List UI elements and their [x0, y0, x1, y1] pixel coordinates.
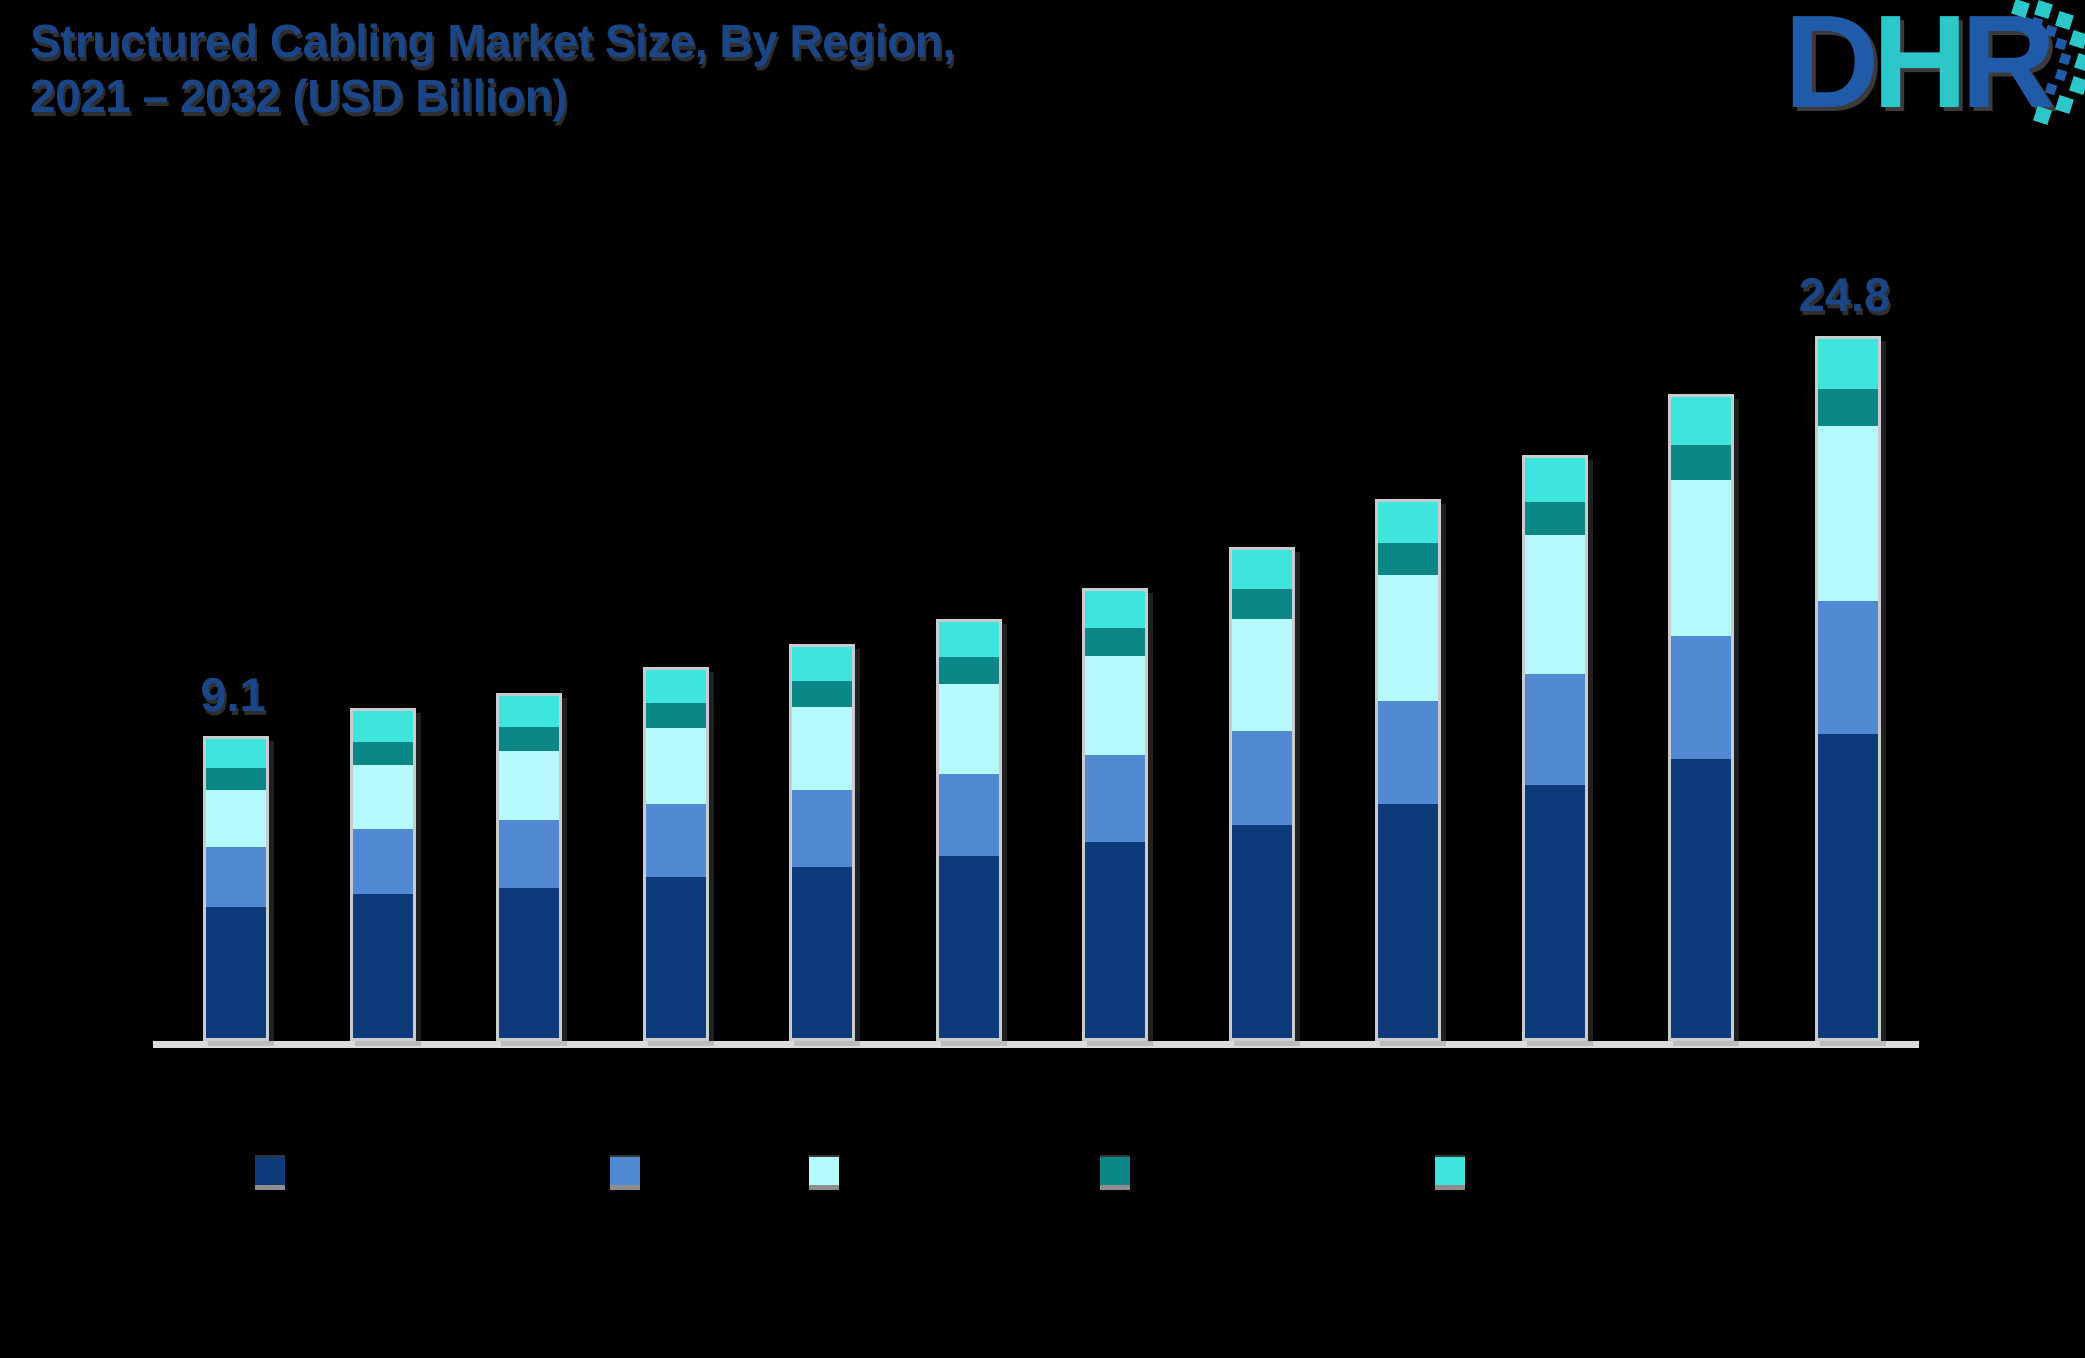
segment-turquoise-2023	[499, 695, 559, 727]
segment-dark-teal-2025	[792, 681, 852, 708]
segment-navy-blue-2030	[1524, 785, 1585, 1038]
segment-medium-blue-2028	[1231, 730, 1292, 825]
segment-turquoise-2031	[1671, 397, 1731, 445]
dhr-logo: DHR	[1784, 0, 2056, 128]
logo-letter-h: H	[1872, 0, 1967, 135]
segment-pale-cyan-2028	[1231, 619, 1292, 731]
segment-turquoise-2032	[1817, 338, 1878, 390]
segment-dark-teal-2026	[938, 656, 999, 684]
segment-dark-teal-2032	[1817, 389, 1878, 427]
segment-dark-teal-2028	[1231, 589, 1292, 620]
bar-2021: 9.1	[200, 668, 269, 1041]
segment-pale-cyan-2023	[499, 751, 559, 820]
legend-swatch-navy-blue	[255, 1157, 285, 1190]
segment-navy-blue-2026	[938, 855, 999, 1038]
segment-dark-teal-2022	[352, 741, 413, 766]
legend-swatch-medium-blue	[610, 1157, 640, 1190]
segment-medium-blue-2025	[792, 789, 852, 867]
logo-letter-d: D	[1784, 0, 1879, 135]
segment-medium-blue-2021	[206, 846, 266, 907]
segment-navy-blue-2022	[352, 894, 413, 1038]
segment-turquoise-2027	[1085, 591, 1145, 628]
segment-navy-blue-2027	[1085, 842, 1145, 1038]
segment-navy-blue-2028	[1231, 824, 1292, 1038]
segment-turquoise-2024	[645, 670, 706, 703]
segment-medium-blue-2030	[1524, 674, 1585, 786]
chart-title: Structured Cabling Market Size, By Regio…	[30, 14, 955, 124]
value-label-2021: 9.1	[200, 667, 266, 721]
segment-pale-cyan-2031	[1671, 479, 1731, 637]
segment-navy-blue-2029	[1378, 804, 1438, 1038]
legend-swatch-dark-teal	[1100, 1157, 1130, 1190]
bar-2030	[1521, 455, 1588, 1041]
segment-dark-teal-2024	[645, 702, 706, 728]
segment-turquoise-2028	[1231, 550, 1292, 590]
segment-medium-blue-2029	[1378, 700, 1438, 804]
segment-pale-cyan-2032	[1817, 426, 1878, 601]
bar-2032: 24.8	[1799, 268, 1890, 1041]
segment-turquoise-2025	[792, 647, 852, 682]
segment-pale-cyan-2027	[1085, 655, 1145, 756]
segment-pale-cyan-2021	[206, 789, 266, 847]
bar-2031	[1668, 394, 1734, 1041]
segment-navy-blue-2031	[1671, 758, 1731, 1038]
x-axis-line	[153, 1041, 1919, 1048]
segment-dark-teal-2027	[1085, 627, 1145, 656]
segment-pale-cyan-2024	[645, 727, 706, 804]
legend-swatch-pale-cyan	[809, 1157, 839, 1190]
segment-navy-blue-2024	[645, 876, 706, 1038]
bar-2022	[349, 707, 416, 1041]
bar-2023	[496, 692, 562, 1041]
bar-2025	[789, 644, 855, 1041]
segment-turquoise-2021	[206, 738, 266, 768]
segment-turquoise-2029	[1378, 501, 1438, 544]
segment-medium-blue-2022	[352, 829, 413, 895]
segment-dark-teal-2031	[1671, 444, 1731, 480]
segment-navy-blue-2021	[206, 906, 266, 1038]
bar-2028	[1228, 547, 1295, 1041]
bar-2027	[1082, 588, 1148, 1041]
segment-pale-cyan-2030	[1524, 535, 1585, 675]
bar-2024	[642, 667, 709, 1041]
chart-title-line2: 2021 – 2032 (USD Billion)	[30, 70, 568, 122]
bar-2029	[1375, 498, 1441, 1041]
segment-medium-blue-2023	[499, 819, 559, 888]
segment-turquoise-2030	[1524, 458, 1585, 503]
segment-medium-blue-2024	[645, 803, 706, 877]
segment-pale-cyan-2022	[352, 765, 413, 830]
chart-title-line1: Structured Cabling Market Size, By Regio…	[30, 15, 955, 67]
segment-dark-teal-2029	[1378, 543, 1438, 576]
segment-dark-teal-2021	[206, 767, 266, 790]
segment-turquoise-2022	[352, 710, 413, 742]
segment-medium-blue-2026	[938, 774, 999, 856]
segment-pale-cyan-2025	[792, 707, 852, 790]
segment-dark-teal-2023	[499, 726, 559, 752]
segment-medium-blue-2031	[1671, 636, 1731, 759]
bar-2026	[935, 618, 1002, 1041]
segment-medium-blue-2032	[1817, 600, 1878, 734]
segment-navy-blue-2032	[1817, 733, 1878, 1038]
segment-pale-cyan-2029	[1378, 575, 1438, 701]
segment-navy-blue-2025	[792, 866, 852, 1038]
segment-dark-teal-2030	[1524, 502, 1585, 536]
legend	[0, 1157, 2085, 1199]
segment-pale-cyan-2026	[938, 683, 999, 775]
segment-navy-blue-2023	[499, 887, 559, 1038]
legend-swatch-turquoise	[1435, 1157, 1465, 1190]
segment-medium-blue-2027	[1085, 755, 1145, 843]
value-label-2032: 24.8	[1798, 267, 1891, 321]
segment-turquoise-2026	[938, 621, 999, 657]
